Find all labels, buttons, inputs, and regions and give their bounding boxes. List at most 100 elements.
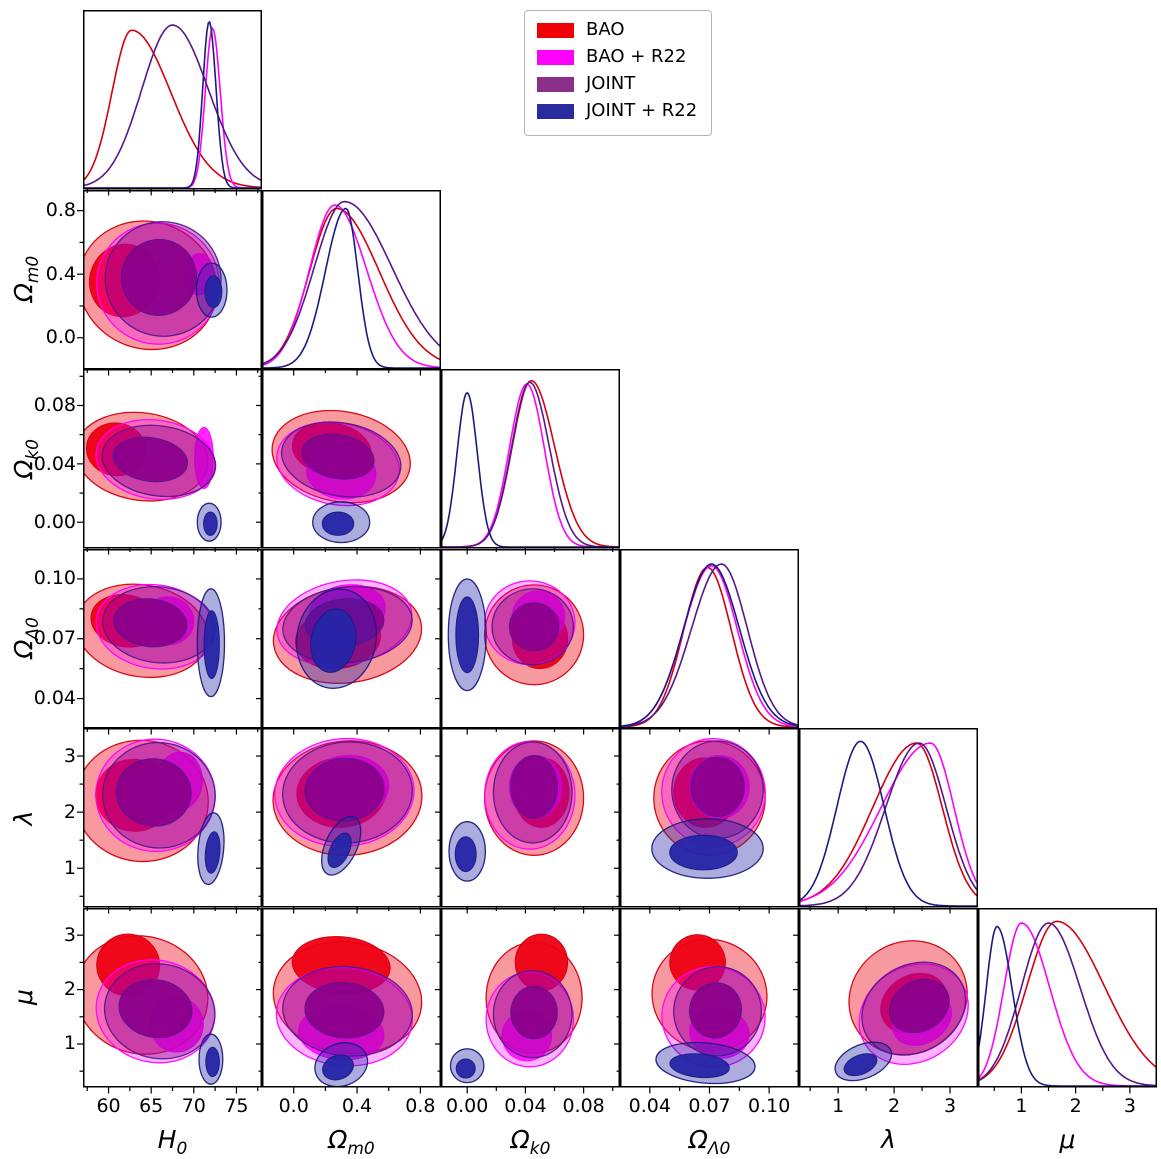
- y-tick-label-Ok0: 0.04: [33, 452, 76, 475]
- contour-JOINT-inner: [690, 756, 745, 818]
- contour-panel-H0-lam: [77, 728, 262, 914]
- x-axis-label-mu: μ: [1059, 1125, 1076, 1154]
- panel-border: [978, 907, 1157, 1087]
- contour-panel-OL0-mu: [614, 907, 799, 1093]
- y-axis-label-mu: μ: [9, 989, 38, 1006]
- contour-panel-Ok0-lam: [435, 728, 620, 914]
- y-tick-label-Om0: 0.0: [45, 326, 76, 349]
- x-tick-label-Ok0: 0.08: [562, 1095, 605, 1117]
- x-tick-label-H0: 60: [96, 1095, 121, 1117]
- legend-item-BAO: BAO: [537, 20, 697, 40]
- panel-border: [83, 369, 262, 549]
- legend-swatch-JOINT_R22: [537, 103, 574, 119]
- contour-panel-Om0-OL0: [256, 548, 441, 734]
- x-axis-label-lam: λ: [881, 1125, 896, 1154]
- contour-panel-Om0-mu: [256, 907, 441, 1093]
- x-axis-label-OL0: ΩΛ0: [688, 1125, 731, 1159]
- y-tick-label-OL0: 0.04: [33, 687, 76, 710]
- contour-JOINT_R22-inner: [669, 834, 738, 871]
- x-axis-label-Om0: Ωm0: [328, 1125, 375, 1159]
- marginal-panel-lam: [799, 728, 978, 914]
- panel-border: [620, 728, 799, 908]
- marginal-curve-BAO_R22: [442, 383, 619, 548]
- y-axis-label-lam: λ: [9, 810, 38, 826]
- marginal-curve-JOINT: [979, 921, 1156, 1086]
- contour-JOINT-inner: [689, 981, 742, 1038]
- contour-panel-H0-OL0: [77, 548, 262, 734]
- y-tick-label-lam: 1: [63, 857, 76, 880]
- contour-JOINT_R22-inner: [204, 274, 223, 308]
- legend-item-JOINT_R22: JOINT + R22: [537, 101, 697, 121]
- contour-JOINT_R22-inner: [454, 836, 477, 873]
- marginal-curve-JOINT: [263, 200, 440, 365]
- x-tick-label-lam: 2: [888, 1095, 901, 1117]
- x-tick-label-Om0: 0.4: [341, 1095, 373, 1117]
- contour-JOINT-inner: [118, 978, 193, 1038]
- legend-label-BAO: BAO: [586, 19, 625, 40]
- legend-swatch-BAO: [537, 22, 574, 38]
- x-tick-label-Om0: 0.8: [405, 1095, 436, 1117]
- contour-JOINT-inner: [304, 757, 385, 822]
- panel-border: [83, 10, 262, 190]
- y-tick-label-mu: 3: [63, 923, 76, 946]
- contour-JOINT-inner: [510, 755, 558, 819]
- y-tick-label-Ok0: 0.08: [33, 394, 76, 417]
- marginal-curve-JOINT: [621, 562, 798, 727]
- marginal-curve-JOINT: [800, 742, 977, 907]
- panel-border: [262, 728, 441, 908]
- marginal-panel-Om0: [262, 189, 441, 375]
- legend-swatch-BAO_R22: [537, 49, 574, 65]
- panel-border: [83, 189, 262, 369]
- ticks: [435, 934, 614, 1093]
- x-tick-label-H0: 65: [139, 1095, 164, 1117]
- contour-JOINT_R22-inner: [321, 511, 355, 536]
- panel-border: [799, 907, 978, 1087]
- panel-border: [262, 189, 441, 369]
- x-tick-label-OL0: 0.07: [688, 1095, 731, 1117]
- marginal-curve-BAO: [442, 379, 619, 548]
- y-axis-label-Om0: Ωm0: [9, 256, 43, 303]
- x-axis-label-H0: H0: [157, 1125, 188, 1159]
- x-tick-label-Ok0: 0.04: [504, 1095, 547, 1117]
- ticks: [77, 934, 259, 1093]
- x-tick-label-H0: 75: [224, 1095, 249, 1117]
- contour-panel-Ok0-mu: [435, 907, 620, 1093]
- x-tick-label-mu: 1: [1015, 1095, 1028, 1117]
- contour-panel-H0-mu: [77, 907, 262, 1093]
- panel-border: [441, 728, 620, 908]
- contour-JOINT_R22-inner: [843, 1052, 878, 1076]
- x-tick-label-lam: 1: [832, 1095, 845, 1117]
- legend-label-JOINT_R22: JOINT + R22: [586, 100, 698, 121]
- marginal-curve-JOINT: [442, 381, 619, 548]
- contour-JOINT_R22-inner: [327, 832, 352, 869]
- contour-panel-Ok0-OL0: [435, 548, 620, 734]
- legend-swatch-JOINT: [537, 76, 574, 92]
- contour-panel-Om0-lam: [256, 728, 441, 914]
- contour-JOINT-inner: [304, 981, 385, 1039]
- legend-label-BAO_R22: BAO + R22: [586, 46, 687, 67]
- contour-JOINT_R22-inner: [204, 831, 221, 874]
- marginal-curve-JOINT_R22: [442, 391, 619, 548]
- panel-border: [620, 548, 799, 728]
- marginal-panel-Ok0: [441, 369, 620, 555]
- x-axis-label-Ok0: Ωk0: [510, 1125, 551, 1159]
- y-tick-label-mu: 2: [63, 978, 76, 1001]
- ticks: [993, 1087, 1131, 1093]
- contour-panel-lam-mu: [793, 907, 978, 1093]
- x-tick-label-OL0: 0.04: [628, 1095, 671, 1117]
- panel-border: [441, 369, 620, 549]
- x-tick-label-OL0: 0.10: [748, 1095, 791, 1117]
- contour-JOINT_R22-inner: [203, 511, 218, 536]
- ticks: [793, 934, 951, 1093]
- x-tick-label-Ok0: 0.00: [446, 1095, 489, 1117]
- y-tick-label-lam: 2: [63, 801, 76, 824]
- marginal-curve-BAO: [84, 29, 261, 189]
- x-tick-label-H0: 70: [181, 1095, 206, 1117]
- contour-BAO-inner: [669, 933, 726, 991]
- legend-label-JOINT: JOINT: [586, 73, 636, 94]
- panel-border: [799, 728, 978, 908]
- contour-JOINT_R22-inner: [455, 1058, 476, 1078]
- contour-panel-OL0-lam: [614, 728, 799, 914]
- y-tick-label-Om0: 0.8: [45, 199, 76, 222]
